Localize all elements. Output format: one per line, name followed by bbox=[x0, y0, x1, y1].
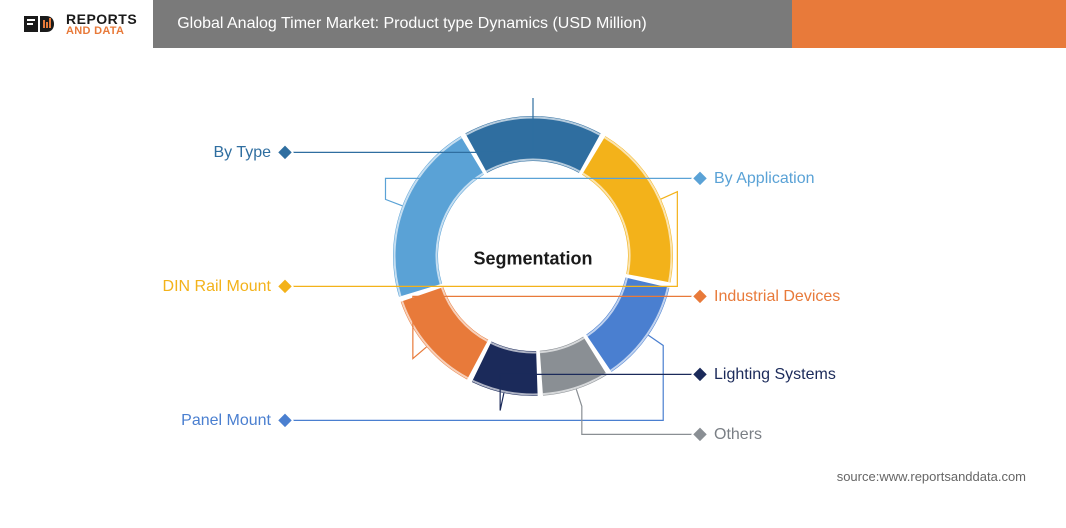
center-label: Segmentation bbox=[473, 248, 592, 269]
header: REPORTS AND DATA Global Analog Timer Mar… bbox=[0, 0, 1066, 48]
label-by-type: By Type bbox=[213, 144, 271, 162]
label-industrial-devices: Industrial Devices bbox=[714, 288, 840, 306]
label-by-application: By Application bbox=[714, 170, 815, 188]
label-others: Others bbox=[714, 426, 762, 444]
logo-text: REPORTS AND DATA bbox=[66, 12, 137, 37]
donut-chart: Segmentation bbox=[173, 46, 893, 471]
label-din-rail-mount: DIN Rail Mount bbox=[163, 278, 271, 296]
chart-title: Global Analog Timer Market: Product type… bbox=[177, 15, 647, 33]
chart-area: Segmentation By Type DIN Rail Mount Pane… bbox=[0, 56, 1066, 512]
logo-text-top: REPORTS bbox=[66, 12, 137, 26]
label-lighting-systems: Lighting Systems bbox=[714, 366, 836, 384]
source-text: source:www.reportsanddata.com bbox=[837, 469, 1026, 484]
reports-logo-icon bbox=[24, 10, 58, 38]
title-bar: Global Analog Timer Market: Product type… bbox=[153, 0, 1066, 48]
logo-text-bottom: AND DATA bbox=[66, 26, 137, 37]
label-panel-mount: Panel Mount bbox=[181, 412, 271, 430]
logo: REPORTS AND DATA bbox=[0, 0, 153, 48]
